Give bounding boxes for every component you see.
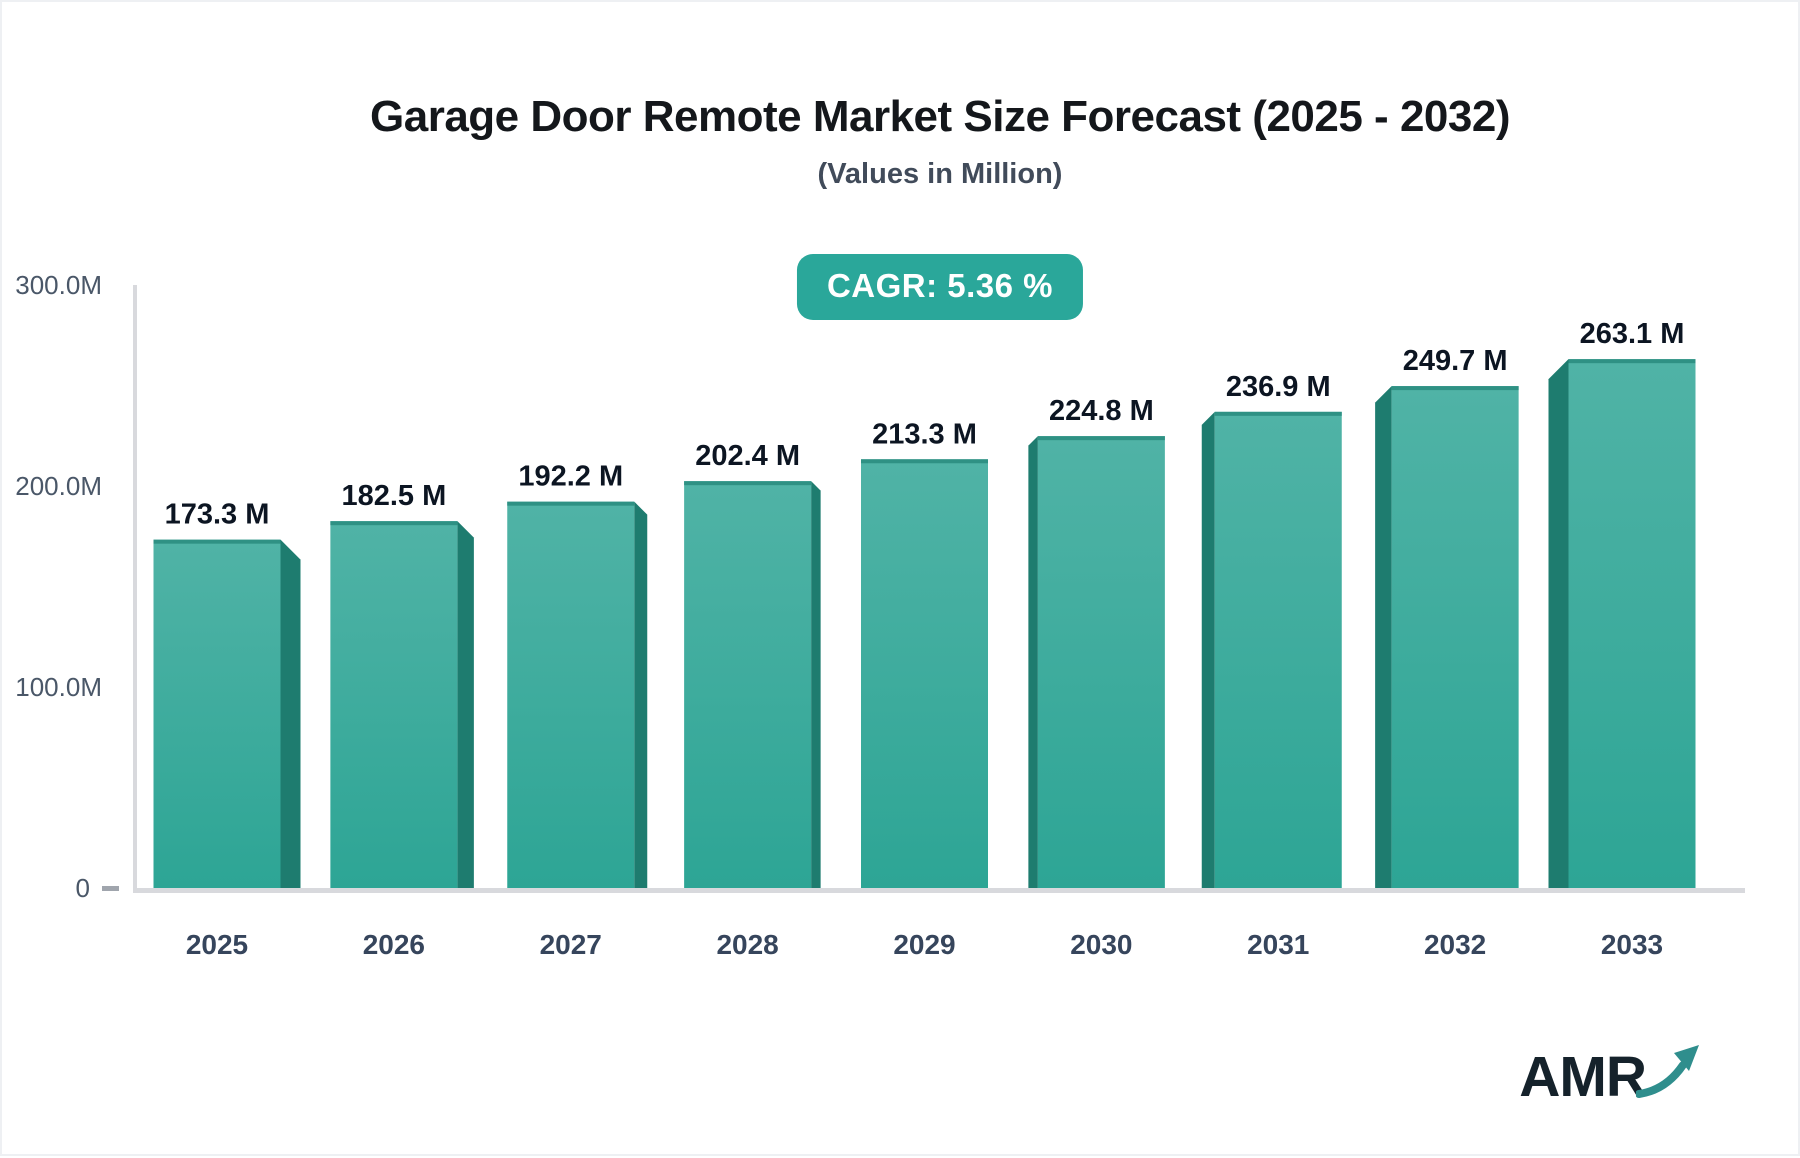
bar-value-label: 182.5 M bbox=[341, 480, 446, 512]
x-axis-line bbox=[133, 888, 1745, 893]
x-axis-label: 2029 bbox=[893, 929, 955, 960]
bar-top-edge bbox=[861, 459, 988, 464]
bar-face bbox=[507, 501, 635, 888]
growth-arrow-icon bbox=[1636, 1045, 1699, 1098]
x-axis-label: 2032 bbox=[1424, 929, 1486, 960]
bar-top-edge bbox=[1391, 386, 1519, 391]
x-axis-label: 2030 bbox=[1070, 929, 1132, 960]
bar-side-face bbox=[1201, 411, 1215, 888]
bar-value-label: 192.2 M bbox=[518, 461, 623, 493]
y-axis-tick-label: 300.0M bbox=[15, 270, 102, 300]
chart-title: Garage Door Remote Market Size Forecast … bbox=[370, 92, 1510, 141]
bar-2029: 213.3 M 2029 bbox=[861, 418, 988, 960]
y-axis-tick-label: 100.0M bbox=[15, 672, 102, 702]
bar-face bbox=[861, 459, 988, 888]
x-axis-label: 2028 bbox=[716, 929, 778, 960]
y-axis-tick-label: 0 bbox=[76, 873, 90, 903]
bar-face bbox=[1568, 359, 1696, 888]
amr-logo: AMR bbox=[1519, 1044, 1700, 1109]
x-axis-label: 2031 bbox=[1247, 929, 1309, 960]
bar-2025: 173.3 M 2025 bbox=[153, 499, 301, 960]
bar-2026: 182.5 M 2026 bbox=[330, 480, 474, 960]
bar-2027: 192.2 M 2027 bbox=[507, 461, 648, 960]
bar-top-edge bbox=[507, 501, 635, 506]
bar-value-label: 224.8 M bbox=[1049, 395, 1154, 427]
bar-2030: 224.8 M 2030 bbox=[1028, 395, 1165, 960]
bar-value-label: 213.3 M bbox=[872, 418, 977, 450]
bar-face bbox=[153, 539, 281, 888]
bar-face bbox=[330, 521, 458, 888]
bar-face bbox=[1391, 386, 1519, 888]
bar-side-face bbox=[280, 539, 301, 888]
amr-logo-text: AMR bbox=[1519, 1044, 1647, 1109]
bar-value-label: 173.3 M bbox=[165, 499, 270, 531]
bar-top-edge bbox=[684, 481, 812, 486]
bar-2032: 249.7 M 2032 bbox=[1375, 345, 1519, 960]
bar-value-label: 236.9 M bbox=[1226, 371, 1331, 403]
bar-2028: 202.4 M 2028 bbox=[684, 440, 821, 960]
bar-top-edge bbox=[1037, 436, 1165, 441]
x-axis-label: 2025 bbox=[186, 929, 248, 960]
bar-face bbox=[1214, 411, 1342, 888]
bar-side-face bbox=[1375, 386, 1392, 888]
cagr-badge: CAGR: 5.36 % bbox=[796, 254, 1084, 320]
bar-top-edge bbox=[153, 539, 281, 544]
bar-value-label: 249.7 M bbox=[1403, 345, 1508, 377]
bar-side-face bbox=[811, 481, 821, 888]
chart-subtitle: (Values in Million) bbox=[817, 158, 1063, 190]
bar-value-label: 263.1 M bbox=[1580, 318, 1685, 350]
bar-side-face bbox=[457, 521, 474, 888]
x-axis-label: 2027 bbox=[540, 929, 602, 960]
bar-top-edge bbox=[1214, 411, 1342, 416]
bar-side-face bbox=[1548, 359, 1569, 888]
x-axis-label: 2026 bbox=[363, 929, 425, 960]
bar-top-edge bbox=[1568, 359, 1696, 364]
bar-side-face bbox=[1028, 436, 1038, 888]
chart-header: Garage Door Remote Market Size Forecast … bbox=[135, 92, 1745, 191]
x-axis-label: 2033 bbox=[1601, 929, 1663, 960]
bar-2031: 236.9 M 2031 bbox=[1201, 371, 1342, 960]
bar-value-label: 202.4 M bbox=[695, 440, 800, 472]
y-axis-tick-label: 200.0M bbox=[15, 471, 102, 501]
y-axis-line bbox=[133, 285, 137, 893]
bar-face bbox=[684, 481, 812, 888]
bar-side-face bbox=[634, 501, 648, 888]
bar-2033: 263.1 M 2033 bbox=[1548, 318, 1696, 960]
bar-face bbox=[1037, 436, 1165, 888]
bar-top-edge bbox=[330, 521, 458, 526]
zero-tick-mark bbox=[102, 886, 119, 891]
